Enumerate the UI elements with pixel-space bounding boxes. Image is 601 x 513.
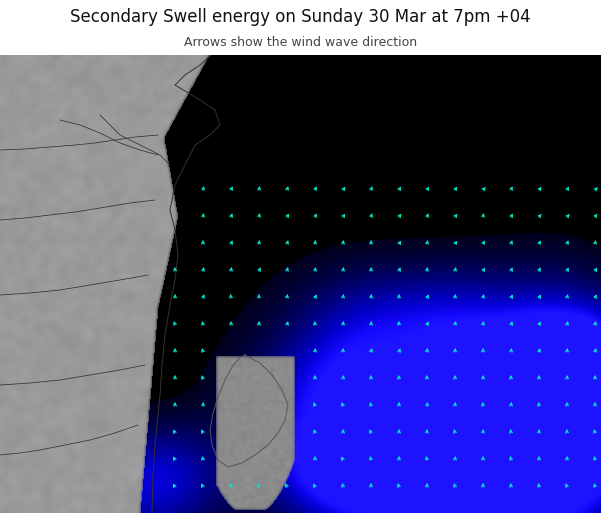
Text: Secondary Swell energy on Sunday 30 Mar at 7pm +04: Secondary Swell energy on Sunday 30 Mar … xyxy=(70,8,531,26)
Text: Arrows show the wind wave direction: Arrows show the wind wave direction xyxy=(184,36,417,49)
